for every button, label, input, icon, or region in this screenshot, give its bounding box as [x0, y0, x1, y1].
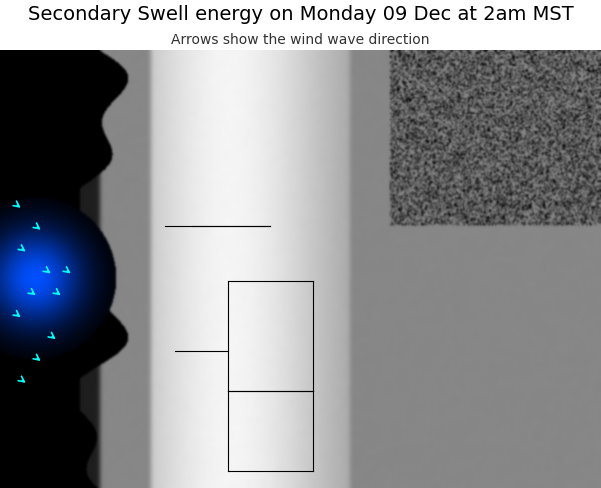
Text: Arrows show the wind wave direction: Arrows show the wind wave direction	[171, 33, 430, 47]
Text: Secondary Swell energy on Monday 09 Dec at 2am MST: Secondary Swell energy on Monday 09 Dec …	[28, 5, 573, 24]
